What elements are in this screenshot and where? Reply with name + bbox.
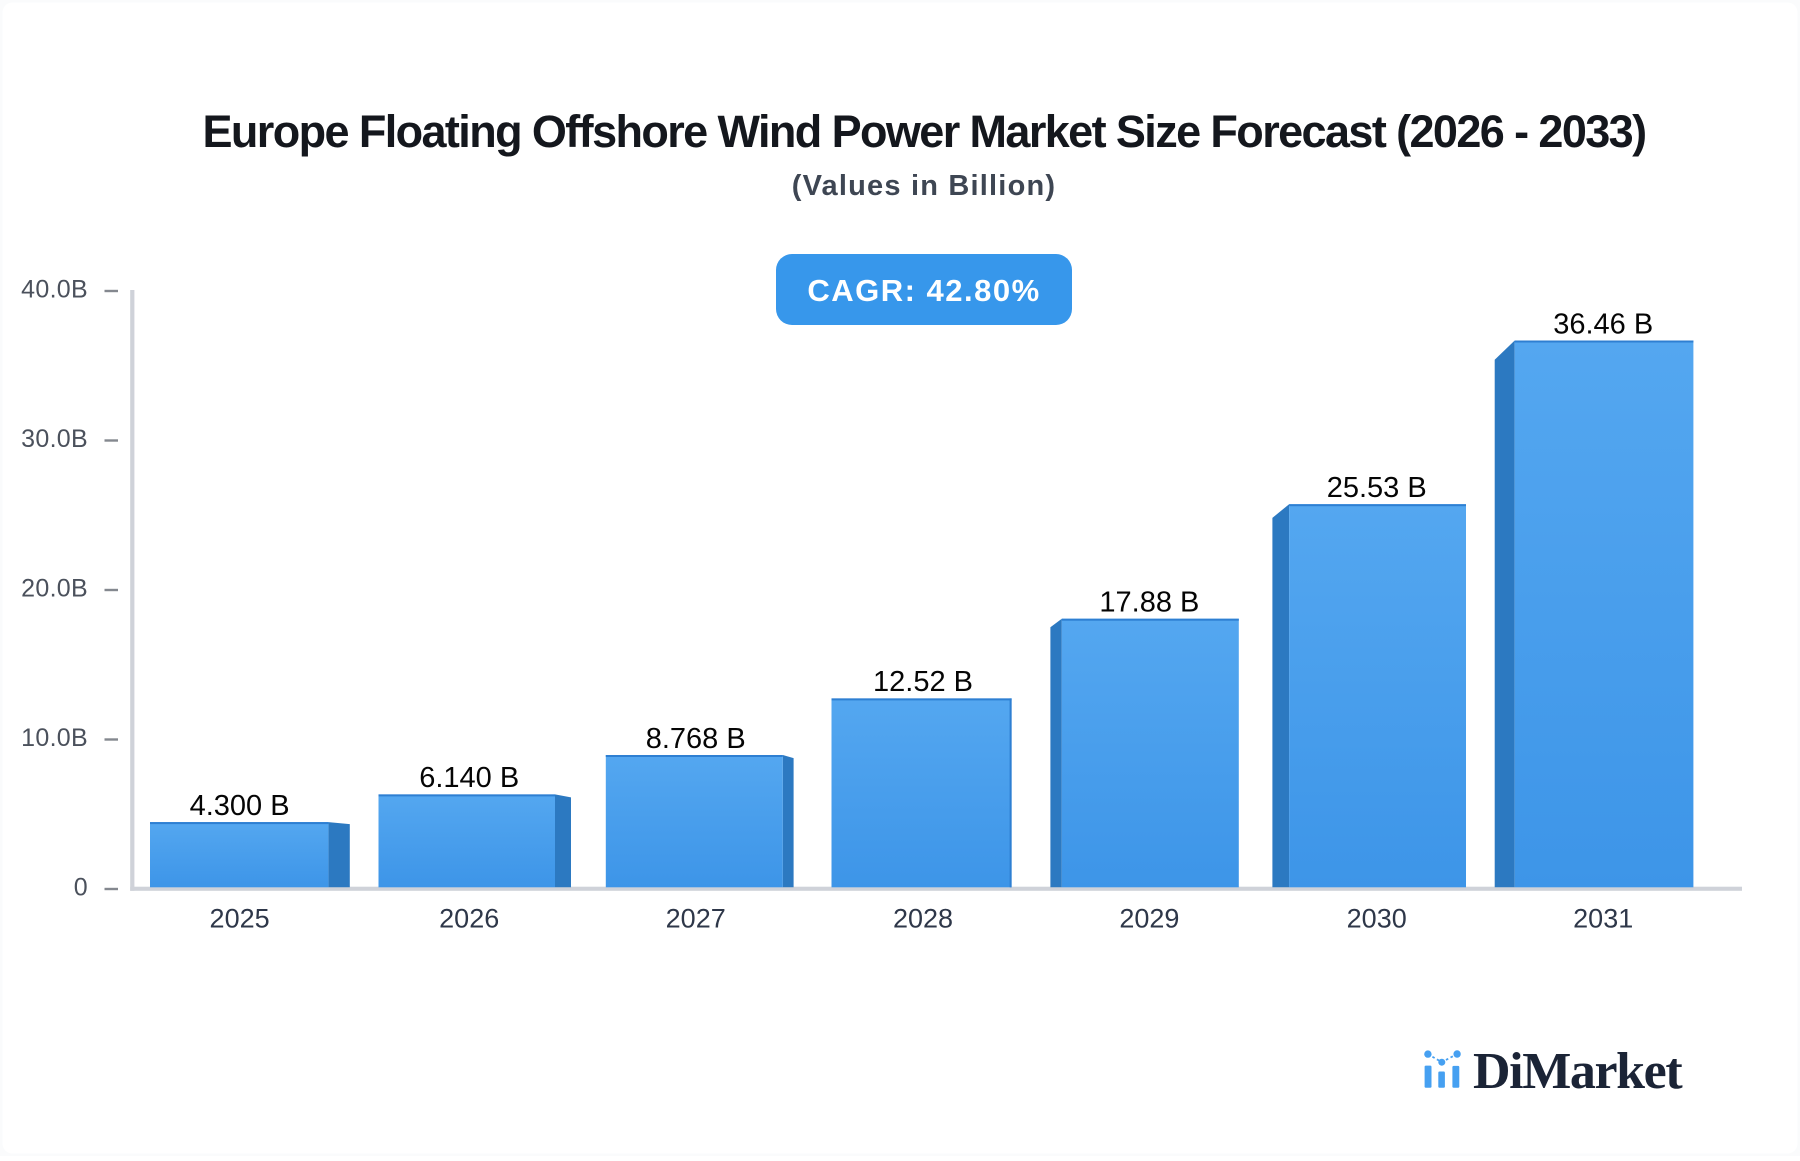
svg-text:(Values in Billion): (Values in Billion): [792, 170, 1057, 202]
svg-text:2031: 2031: [1573, 904, 1633, 934]
svg-text:8.768 B: 8.768 B: [646, 723, 746, 755]
svg-text:CAGR: 42.80%: CAGR: 42.80%: [807, 273, 1040, 308]
svg-text:6.140 B: 6.140 B: [419, 762, 519, 794]
svg-text:2029: 2029: [1119, 904, 1179, 934]
svg-text:25.53 B: 25.53 B: [1327, 472, 1427, 504]
svg-text:Europe Floating Offshore Wind: Europe Floating Offshore Wind Power Mark…: [203, 106, 1646, 157]
svg-text:2028: 2028: [893, 904, 953, 934]
svg-text:0: 0: [74, 873, 88, 901]
svg-text:36.46 B: 36.46 B: [1553, 308, 1653, 340]
svg-text:2027: 2027: [666, 904, 726, 934]
svg-text:2026: 2026: [439, 904, 499, 934]
svg-text:40.0B: 40.0B: [21, 275, 88, 303]
svg-text:2030: 2030: [1347, 904, 1407, 934]
svg-text:DiMarket: DiMarket: [1473, 1043, 1683, 1100]
svg-text:4.300 B: 4.300 B: [190, 790, 290, 822]
svg-text:2025: 2025: [210, 904, 270, 934]
svg-text:17.88 B: 17.88 B: [1099, 587, 1199, 619]
svg-text:20.0B: 20.0B: [21, 574, 88, 602]
svg-text:10.0B: 10.0B: [21, 724, 88, 752]
svg-text:30.0B: 30.0B: [21, 425, 88, 453]
svg-text:12.52 B: 12.52 B: [873, 666, 973, 698]
